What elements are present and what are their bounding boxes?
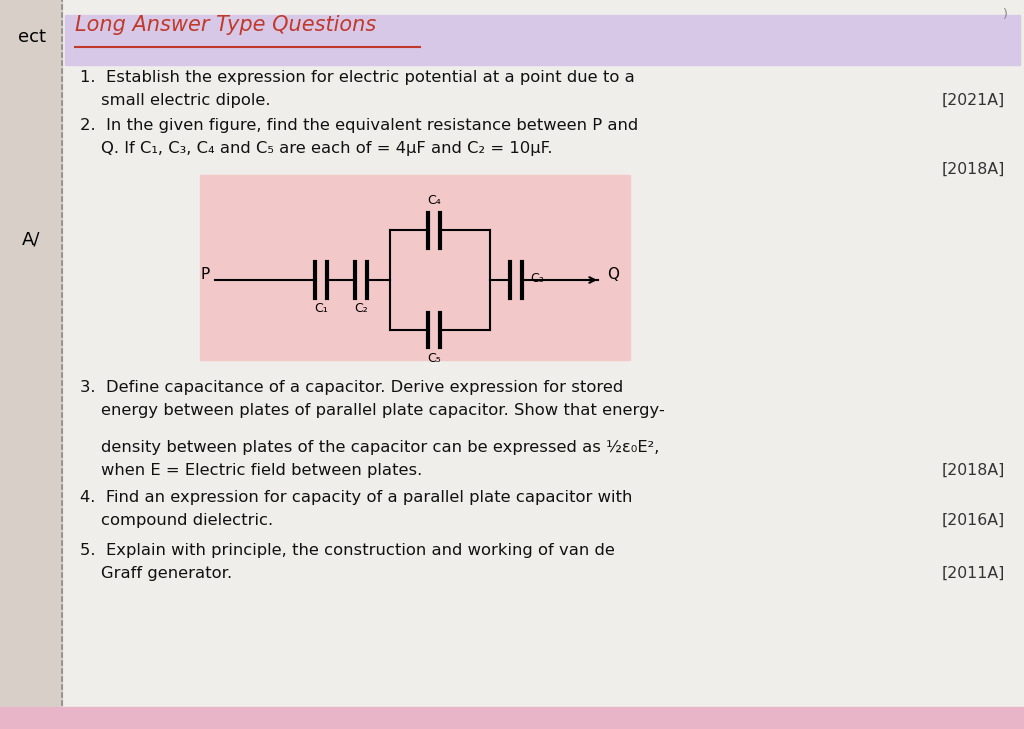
Text: Graff generator.: Graff generator. — [80, 566, 232, 581]
Text: C₅: C₅ — [427, 352, 441, 365]
Text: Long Answer Type Questions: Long Answer Type Questions — [75, 15, 376, 35]
Text: ect: ect — [18, 28, 46, 46]
Text: C₄: C₄ — [427, 194, 441, 207]
Text: C₃: C₃ — [530, 272, 544, 285]
Text: 1.  Establish the expression for electric potential at a point due to a: 1. Establish the expression for electric… — [80, 70, 635, 85]
Text: P: P — [201, 267, 210, 281]
Text: C₂: C₂ — [354, 302, 368, 315]
Bar — [200, 175, 630, 360]
Bar — [0, 0, 62, 729]
Text: [2018A]: [2018A] — [942, 162, 1005, 177]
Text: Q. If C₁, C₃, C₄ and C₅ are each of = 4μF and C₂ = 10μF.: Q. If C₁, C₃, C₄ and C₅ are each of = 4μ… — [80, 141, 553, 156]
Text: 3.  Define capacitance of a capacitor. Derive expression for stored: 3. Define capacitance of a capacitor. De… — [80, 380, 624, 395]
Text: [2018A]: [2018A] — [942, 463, 1005, 478]
Text: 5.  Explain with principle, the construction and working of van de: 5. Explain with principle, the construct… — [80, 543, 614, 558]
Text: small electric dipole.: small electric dipole. — [80, 93, 270, 108]
Text: A/: A/ — [22, 230, 41, 248]
Text: compound dielectric.: compound dielectric. — [80, 513, 273, 528]
Text: 2.  In the given figure, find the equivalent resistance between P and: 2. In the given figure, find the equival… — [80, 118, 638, 133]
Text: [2021A]: [2021A] — [942, 93, 1005, 108]
Text: when E = Electric field between plates.: when E = Electric field between plates. — [80, 463, 422, 478]
Text: ): ) — [1004, 8, 1008, 21]
Bar — [0, 707, 1024, 729]
Text: energy between plates of parallel plate capacitor. Show that energy-: energy between plates of parallel plate … — [80, 403, 665, 418]
Text: [2011A]: [2011A] — [942, 566, 1005, 581]
Text: C₁: C₁ — [314, 302, 328, 315]
Text: [2016A]: [2016A] — [942, 513, 1005, 528]
Text: 4.  Find an expression for capacity of a parallel plate capacitor with: 4. Find an expression for capacity of a … — [80, 490, 633, 505]
Text: Q: Q — [607, 267, 618, 281]
Bar — [65, 15, 1020, 65]
Text: density between plates of the capacitor can be expressed as ½ε₀E²,: density between plates of the capacitor … — [80, 440, 659, 455]
